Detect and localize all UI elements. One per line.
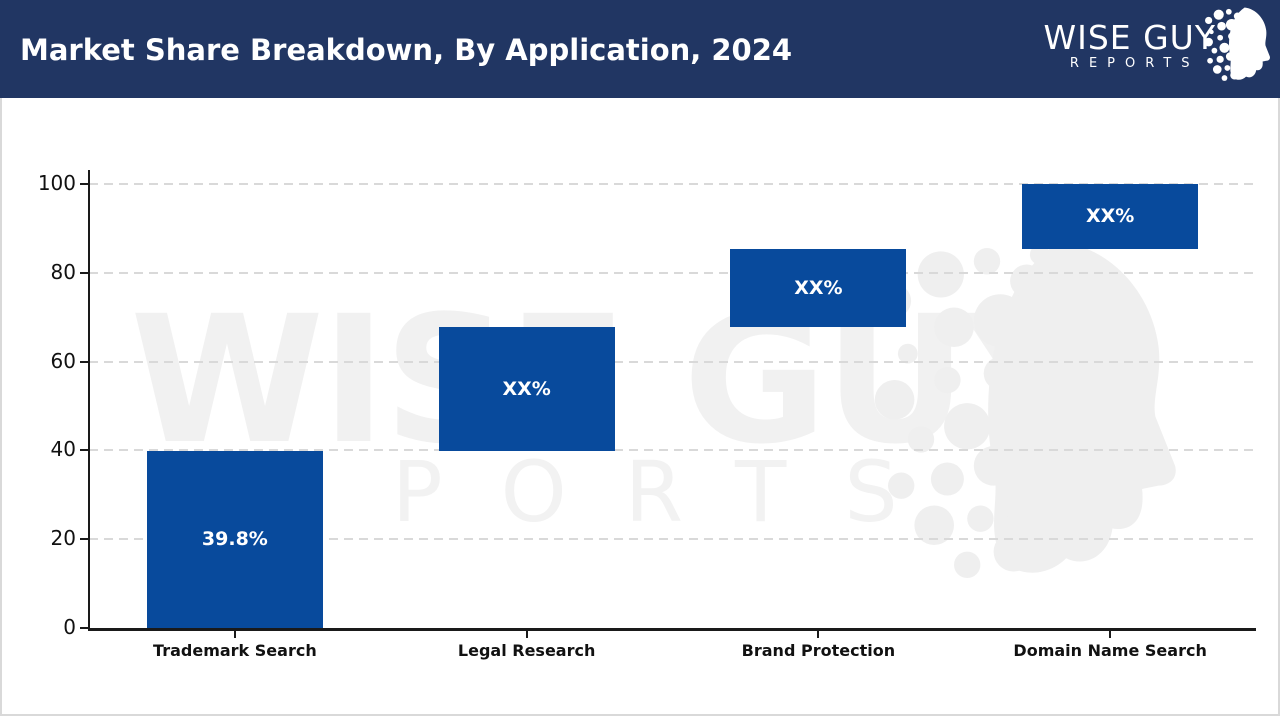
grid-line <box>89 538 1256 541</box>
brand-logo-line1: WISE GUY <box>1043 18 1216 58</box>
brand-logo-line2: REPORTS <box>1069 55 1200 71</box>
bar-trademark-search <box>146 451 323 628</box>
page-title: Market Share Breakdown, By Application, … <box>20 33 793 67</box>
y-tick-label: 20 <box>50 526 76 551</box>
y-tick-label: 80 <box>50 259 76 284</box>
x-axis-line <box>88 628 1256 631</box>
y-axis-tick <box>80 360 88 363</box>
x-axis-tick <box>817 631 820 638</box>
x-axis-tick <box>233 631 236 638</box>
header-bar: Market Share Breakdown, By Application, … <box>0 0 1280 98</box>
grid-line <box>89 271 1256 274</box>
grid-line <box>89 183 1256 185</box>
brand-logo-face-icon <box>1204 7 1270 81</box>
bar-legal-research <box>438 326 615 452</box>
y-axis-tick <box>80 183 88 185</box>
watermark-text-reports: PORTS <box>392 443 956 541</box>
brand-logo-text: WISE GUY REPORTS <box>1043 21 1216 71</box>
x-category-label: Domain Name Search <box>1013 641 1207 660</box>
brand-logo: WISE GUY REPORTS <box>1043 4 1272 88</box>
y-tick-label: 40 <box>50 437 76 462</box>
bar-value-label: XX% <box>1085 205 1135 227</box>
bar-domain-name-search <box>1022 184 1199 249</box>
x-category-label: Legal Research <box>457 641 596 660</box>
grid-line <box>89 449 1256 452</box>
x-axis-tick <box>525 631 528 638</box>
y-axis-tick <box>80 627 88 629</box>
x-category-label: Brand Protection <box>741 641 896 660</box>
bar-value-label: XX% <box>502 377 551 400</box>
grid-line <box>89 360 1256 363</box>
y-axis-tick <box>80 538 88 541</box>
y-axis-tick <box>80 449 88 452</box>
bar-brand-protection <box>730 248 907 327</box>
bar-value-label: XX% <box>794 276 843 299</box>
y-tick-label: 100 <box>37 171 76 195</box>
y-axis-tick <box>80 271 88 274</box>
x-axis-tick <box>1109 631 1112 638</box>
y-axis-line <box>88 170 90 631</box>
y-tick-label: 0 <box>63 615 76 639</box>
y-tick-label: 60 <box>50 348 76 373</box>
x-category-label: Trademark Search <box>153 641 317 660</box>
bar-value-label: 39.8% <box>201 528 268 551</box>
